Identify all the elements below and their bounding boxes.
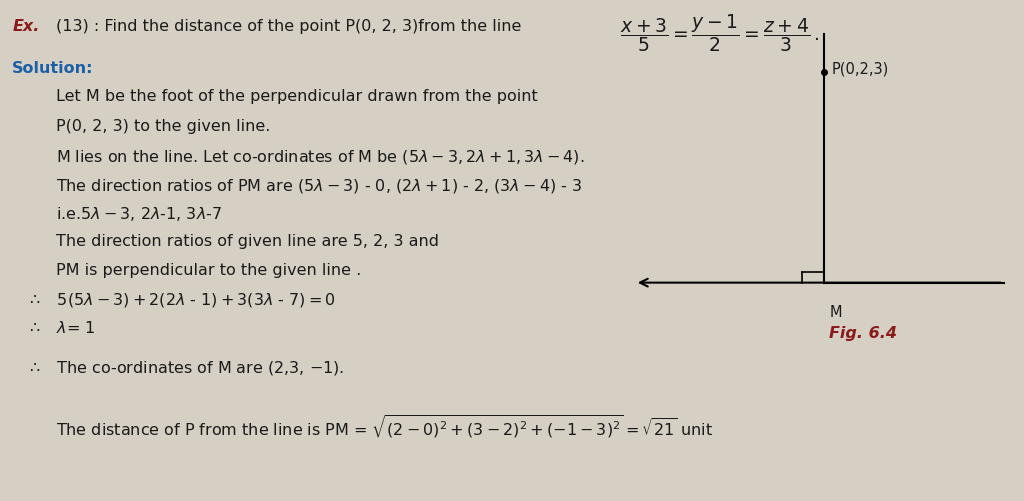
Text: M lies on the line. Let co-ordinates of M be $(5\lambda-3, 2\lambda+1, 3\lambda-: M lies on the line. Let co-ordinates of …: [56, 148, 585, 166]
Text: P(0,2,3): P(0,2,3): [831, 61, 889, 76]
Text: $\therefore\;$  The co-ordinates of M are (2,3, $-$1).: $\therefore\;$ The co-ordinates of M are…: [26, 358, 344, 376]
Text: (13) : Find the distance of the point P(0, 2, 3)from the line: (13) : Find the distance of the point P(…: [56, 19, 521, 34]
Text: $\dfrac{x+3}{5}=\dfrac{y-1}{2}=\dfrac{z+4}{3}$$\,.$: $\dfrac{x+3}{5}=\dfrac{y-1}{2}=\dfrac{z+…: [620, 13, 819, 54]
Text: M: M: [829, 304, 842, 319]
Text: Ex.: Ex.: [12, 19, 40, 34]
Text: PM is perpendicular to the given line .: PM is perpendicular to the given line .: [56, 262, 361, 277]
Text: The direction ratios of PM are $(5\lambda-3)$ - 0, $(2\lambda+1)$ - 2, $(3\lambd: The direction ratios of PM are $(5\lambd…: [56, 176, 583, 194]
Text: The direction ratios of given line are 5, 2, 3 and: The direction ratios of given line are 5…: [56, 233, 439, 248]
Text: The distance of P from the line is PM = $\sqrt{(2-0)^2+(3-2)^2+(-1-3)^2}=\sqrt{2: The distance of P from the line is PM = …: [56, 413, 714, 440]
Text: $\therefore\;$  $\lambda$= 1: $\therefore\;$ $\lambda$= 1: [26, 319, 95, 335]
Text: Fig. 6.4: Fig. 6.4: [829, 326, 897, 341]
Text: Let M be the foot of the perpendicular drawn from the point: Let M be the foot of the perpendicular d…: [56, 89, 538, 104]
Text: i.e.$5\lambda-3$, $2\lambda$-1, $3\lambda$-7: i.e.$5\lambda-3$, $2\lambda$-1, $3\lambd…: [56, 205, 222, 223]
Text: P(0, 2, 3) to the given line.: P(0, 2, 3) to the given line.: [56, 119, 270, 134]
Text: $\therefore\;$  $5(5\lambda-3)+2(2\lambda\text{ - }1)+3(3\lambda\text{ - }7)=0$: $\therefore\;$ $5(5\lambda-3)+2(2\lambda…: [26, 291, 336, 309]
Text: Solution:: Solution:: [12, 61, 94, 76]
